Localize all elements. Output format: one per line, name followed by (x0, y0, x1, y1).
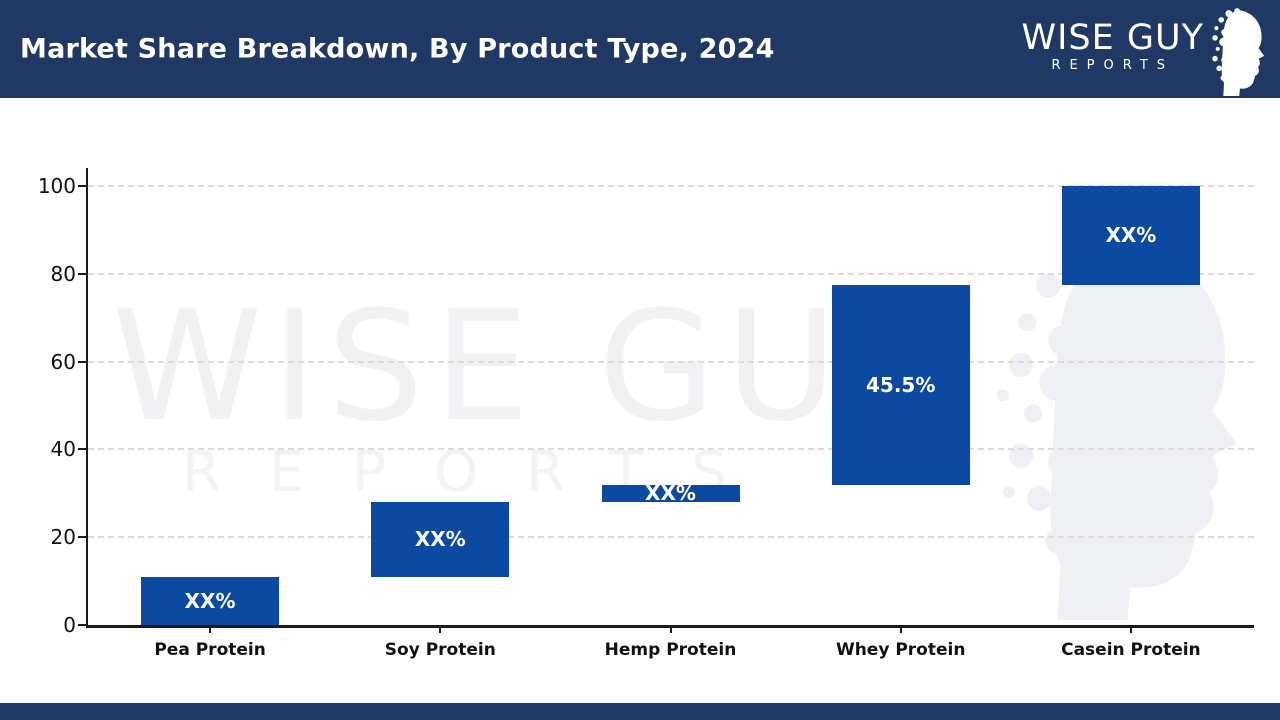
gridline (88, 272, 1254, 275)
y-axis-line (86, 168, 88, 627)
y-tick-label: 40 (50, 437, 76, 462)
x-tick-mark (209, 625, 212, 633)
gridline (88, 448, 1254, 451)
y-tick-mark (78, 624, 87, 626)
bar: 45.5% (831, 284, 970, 485)
gridline (88, 360, 1254, 363)
x-tick-mark (669, 625, 672, 633)
y-tick-label: 60 (50, 349, 76, 374)
gridline (88, 185, 1254, 187)
y-tick-mark (78, 448, 87, 451)
page-title: Market Share Breakdown, By Product Type,… (20, 33, 775, 65)
bar-value-label: XX% (1105, 223, 1157, 248)
wise-guy-reports-logo: WISE GUY REPORTS (1020, 4, 1272, 96)
x-category-label: Casein Protein (1061, 640, 1201, 660)
y-tick-mark (78, 185, 87, 187)
y-tick-mark (78, 360, 87, 363)
bar-value-label: XX% (414, 527, 466, 552)
bar-value-label: XX% (184, 588, 236, 613)
y-tick-label: 0 (63, 613, 76, 637)
logo-subtitle: REPORTS (1051, 58, 1175, 73)
x-category-label: Whey Protein (835, 640, 966, 660)
y-tick-mark (78, 536, 87, 539)
bar: XX% (1061, 186, 1200, 285)
y-tick-label: 80 (50, 261, 76, 286)
bar: XX% (601, 481, 740, 506)
bar-value-label: 45.5% (865, 372, 936, 397)
bar: XX% (141, 576, 280, 625)
x-tick-mark (439, 625, 442, 633)
footer-bar (0, 703, 1280, 720)
y-tick-mark (78, 272, 87, 275)
x-category-label: Soy Protein (384, 640, 496, 660)
x-category-label: Hemp Protein (604, 640, 737, 660)
logo-wordmark: WISE GUY (1021, 18, 1204, 58)
logo-face-icon (1212, 8, 1265, 96)
watermark-face-icon (996, 234, 1237, 620)
watermark-text: WISE GU (112, 278, 847, 455)
bar-value-label: XX% (645, 481, 696, 506)
logo-text: WISE GUY REPORTS (1021, 20, 1204, 73)
x-tick-mark (899, 625, 902, 633)
x-category-label: Pea Protein (154, 640, 266, 660)
gridline (88, 536, 1254, 539)
header-bar: Market Share Breakdown, By Product Type,… (0, 0, 1280, 98)
y-tick-label: 20 (50, 525, 76, 550)
bar: XX% (371, 502, 510, 577)
x-tick-mark (1129, 625, 1132, 633)
y-tick-label: 100 (37, 174, 76, 198)
